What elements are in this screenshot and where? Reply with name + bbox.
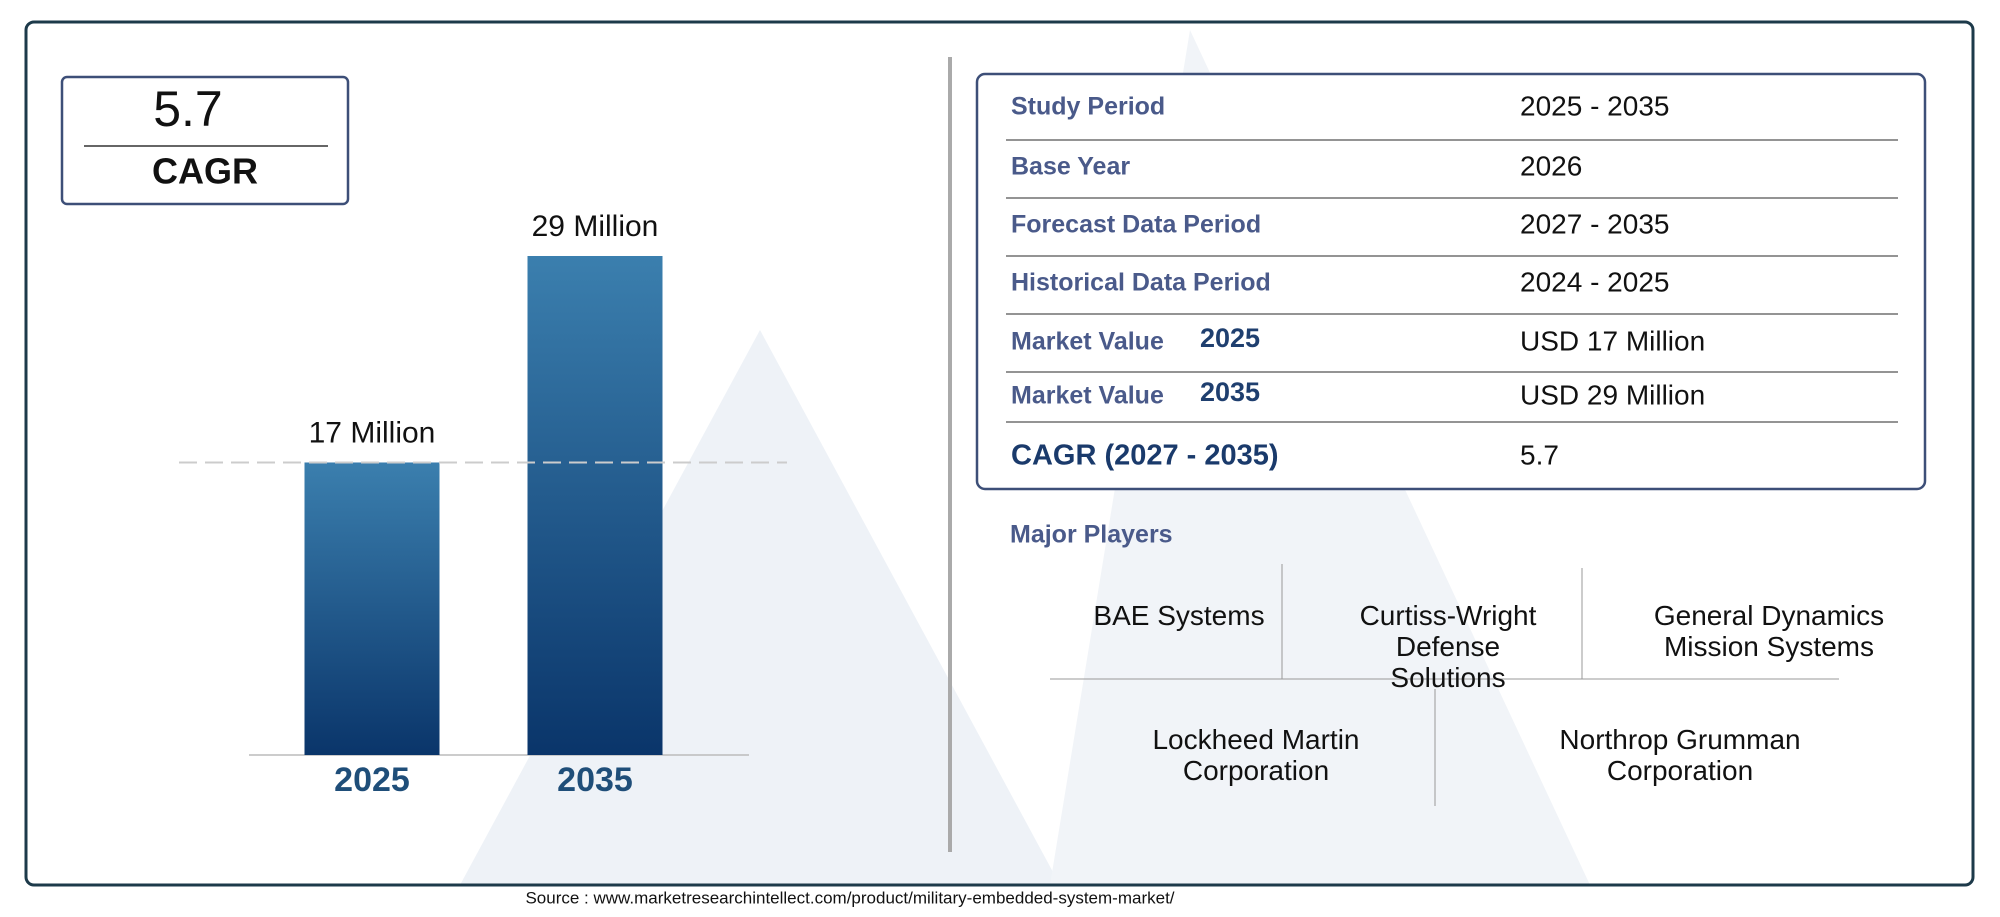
players-title: Major Players bbox=[1010, 521, 1173, 549]
row-value: 5.7 bbox=[1520, 439, 1559, 470]
player-name: BAE Systems bbox=[1093, 600, 1265, 631]
row-value: 2027 - 2035 bbox=[1520, 208, 1669, 239]
x-tick-label: 2025 bbox=[334, 761, 410, 799]
row-year: 2025 bbox=[1200, 323, 1260, 353]
row-value: USD 29 Million bbox=[1520, 379, 1705, 410]
row-year: 2035 bbox=[1200, 377, 1260, 407]
cagr-label: CAGR bbox=[152, 151, 258, 192]
row-label: Forecast Data Period bbox=[1011, 211, 1261, 239]
value-label: 17 Million bbox=[309, 416, 436, 449]
row-label: Base Year bbox=[1011, 153, 1130, 181]
outer-border bbox=[24, 20, 1975, 887]
row-value: 2025 - 2035 bbox=[1520, 90, 1669, 121]
cagr-value: 5.7 bbox=[153, 81, 223, 137]
bar bbox=[527, 256, 663, 755]
row-label: CAGR (2027 - 2035) bbox=[1011, 440, 1279, 472]
player-name: Curtiss-Wright Defense Solutions bbox=[1359, 600, 1537, 693]
player-name: General Dynamics Mission Systems bbox=[1653, 600, 1885, 662]
source: Source : www.marketresearchintellect.com… bbox=[525, 888, 1174, 907]
row-label: Market Value bbox=[1011, 382, 1164, 410]
bar bbox=[304, 462, 440, 755]
row-label: Market Value bbox=[1011, 328, 1164, 356]
player-name: Lockheed Martin Corporation bbox=[1152, 724, 1360, 786]
row-label: Study Period bbox=[1011, 93, 1165, 121]
row-value: USD 17 Million bbox=[1520, 325, 1705, 356]
row-value: 2026 bbox=[1520, 150, 1582, 181]
x-tick-label: 2035 bbox=[557, 761, 633, 799]
row-value: 2024 - 2025 bbox=[1520, 266, 1669, 297]
row-label: Historical Data Period bbox=[1011, 269, 1271, 297]
cagr-box bbox=[60, 75, 350, 206]
table-box bbox=[975, 72, 1927, 491]
value-label: 29 Million bbox=[532, 210, 659, 243]
player-name: Northrop Grumman Corporation bbox=[1559, 724, 1801, 786]
